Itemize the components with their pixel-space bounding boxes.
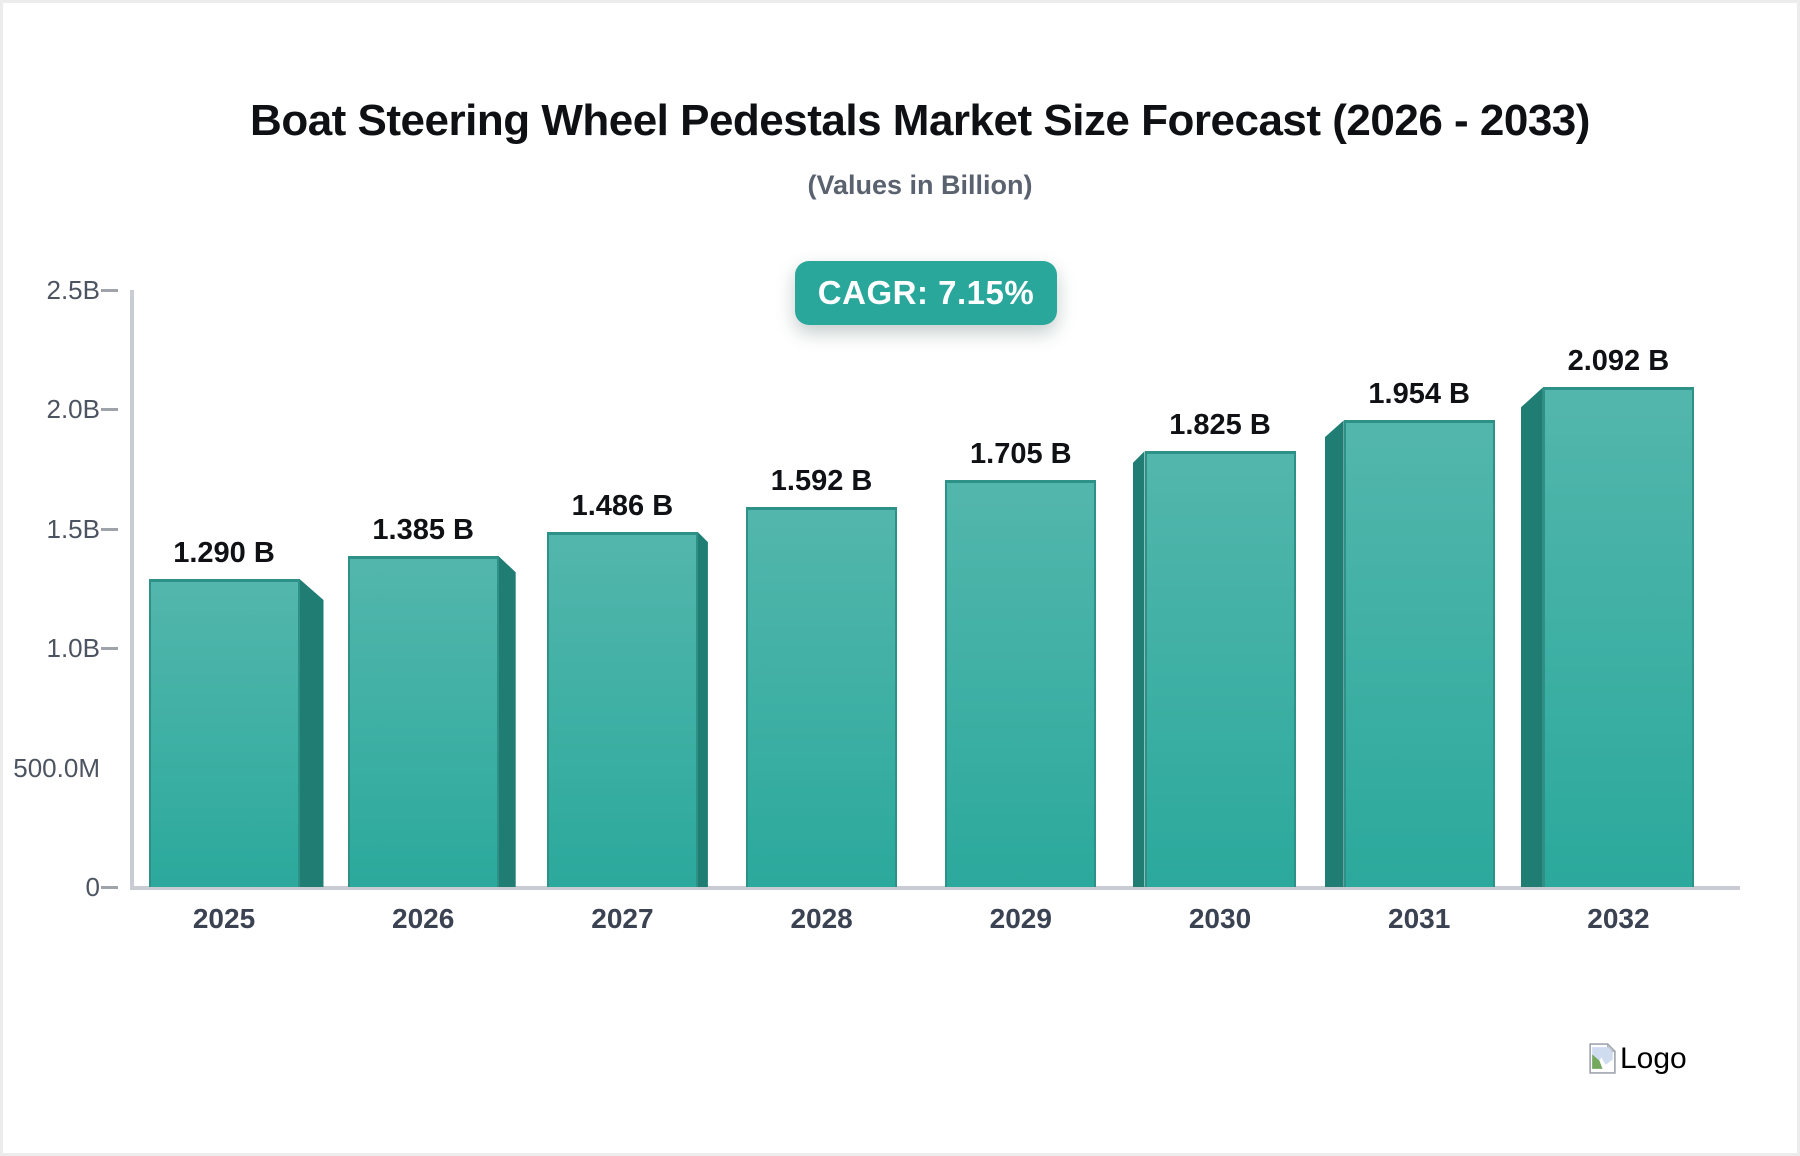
bar-3d-side	[498, 556, 516, 887]
chart-title: Boat Steering Wheel Pedestals Market Siz…	[250, 96, 1590, 145]
x-axis-label: 2031	[1388, 903, 1451, 934]
x-axis-label: 2028	[790, 903, 853, 934]
bar-value-label: 1.705 B	[970, 437, 1072, 470]
bar	[1144, 451, 1296, 887]
bar-3d-side	[697, 532, 708, 887]
bar-3d-side	[1324, 420, 1344, 887]
broken-image-icon	[1589, 1042, 1617, 1074]
x-axis-line	[130, 886, 1740, 890]
logo-alt-text: Logo	[1620, 1042, 1687, 1075]
x-axis-label: 2030	[1188, 903, 1252, 934]
y-axis-line	[130, 290, 134, 890]
y-axis-tick	[101, 886, 118, 889]
bar-3d-side	[1520, 387, 1543, 887]
x-axis-label: 2032	[1587, 903, 1650, 934]
bar-value-label: 2.092 B	[1567, 345, 1670, 378]
bar-value-label: 1.954 B	[1368, 378, 1470, 411]
cagr-badge-label: CAGR: 7.15%	[817, 274, 1035, 311]
y-axis-label: 500.0M	[13, 752, 100, 783]
y-axis-tick	[101, 647, 118, 651]
bar	[1343, 420, 1495, 887]
x-axis-label: 2025	[192, 903, 256, 934]
y-axis-label: 1.0B	[46, 633, 101, 664]
y-axis-tick	[101, 289, 118, 292]
bar	[347, 556, 499, 887]
logo: Logo	[1586, 1042, 1687, 1075]
bar	[945, 479, 1097, 887]
bar	[1542, 387, 1694, 887]
y-axis-tick	[101, 408, 118, 412]
bar-3d-side	[1132, 451, 1145, 887]
bar-value-label: 1.486 B	[571, 490, 674, 523]
bar	[746, 506, 898, 887]
bar	[148, 578, 300, 887]
bar-value-label: 1.385 B	[372, 514, 474, 547]
bar-value-label: 1.825 B	[1169, 409, 1271, 442]
y-axis-label: 0	[85, 872, 100, 902]
y-axis-label: 2.0B	[46, 394, 101, 425]
bar-value-label: 1.290 B	[173, 536, 275, 569]
bar-3d-side	[299, 578, 324, 887]
y-axis-label: 2.5B	[46, 275, 101, 305]
cagr-badge: CAGR: 7.15%	[795, 261, 1057, 325]
chart-subtitle: (Values in Billion)	[807, 170, 1033, 200]
bar-value-label: 1.592 B	[770, 464, 873, 497]
x-axis-label: 2027	[591, 903, 654, 934]
y-axis-tick	[101, 527, 118, 531]
x-axis-label: 2026	[392, 903, 455, 934]
x-axis-label: 2029	[989, 903, 1052, 934]
bar	[546, 532, 698, 887]
y-axis-label: 1.5B	[46, 513, 101, 544]
